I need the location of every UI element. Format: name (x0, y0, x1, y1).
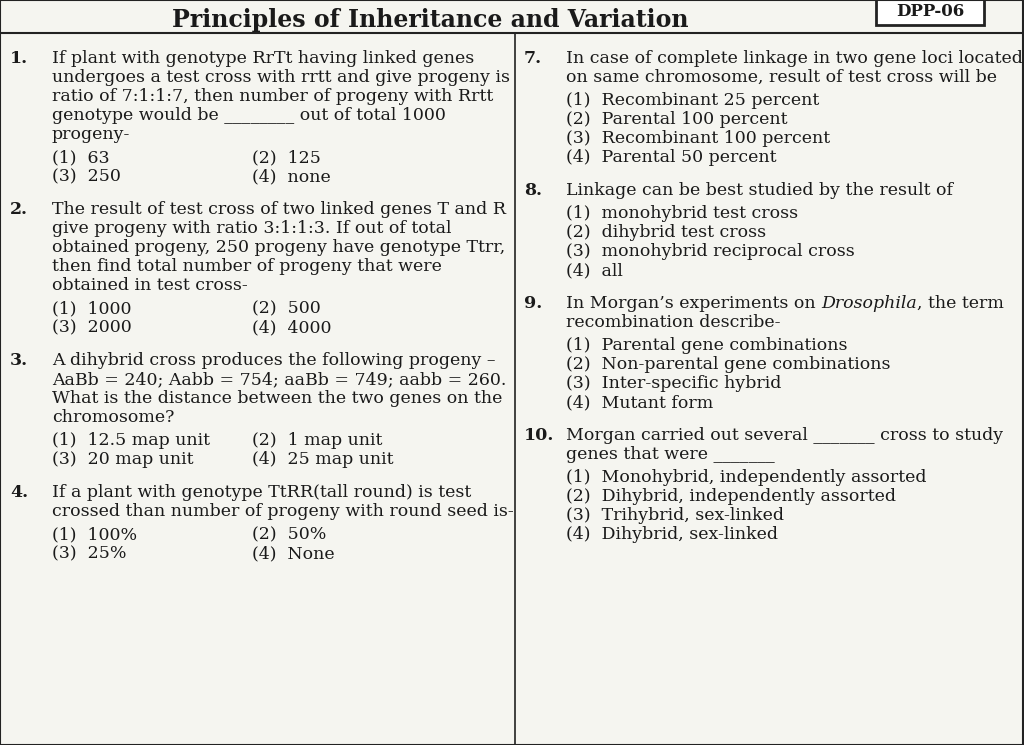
Text: (3)  25%: (3) 25% (52, 545, 127, 562)
Text: ratio of 7:1:1:7, then number of progeny with Rrtt: ratio of 7:1:1:7, then number of progeny… (52, 88, 494, 105)
Text: (1)  12.5 map unit: (1) 12.5 map unit (52, 432, 210, 449)
Text: (4)  Dihybrid, sex-linked: (4) Dihybrid, sex-linked (566, 526, 778, 543)
Text: give progeny with ratio 3:1:1:3. If out of total: give progeny with ratio 3:1:1:3. If out … (52, 220, 452, 237)
Text: (4)  25 map unit: (4) 25 map unit (252, 451, 393, 468)
Text: Drosophila: Drosophila (821, 295, 916, 312)
Text: In Morgan’s experiments on: In Morgan’s experiments on (566, 295, 821, 312)
Text: (3)  Recombinant 100 percent: (3) Recombinant 100 percent (566, 130, 830, 147)
Text: genotype would be ________ out of total 1000: genotype would be ________ out of total … (52, 107, 445, 124)
Text: What is the distance between the two genes on the: What is the distance between the two gen… (52, 390, 503, 407)
Text: If plant with genotype RrTt having linked genes: If plant with genotype RrTt having linke… (52, 50, 474, 67)
Text: (1)  Monohybrid, independently assorted: (1) Monohybrid, independently assorted (566, 469, 927, 486)
Text: (3)  monohybrid reciprocal cross: (3) monohybrid reciprocal cross (566, 243, 855, 260)
Text: (4)  Parental 50 percent: (4) Parental 50 percent (566, 149, 776, 166)
Text: 2.: 2. (10, 201, 28, 218)
Text: (2)  500: (2) 500 (252, 300, 321, 317)
Text: DPP-06: DPP-06 (896, 4, 965, 21)
Text: (2)  Non-parental gene combinations: (2) Non-parental gene combinations (566, 356, 891, 373)
Text: Morgan carried out several _______ cross to study: Morgan carried out several _______ cross… (566, 427, 1004, 444)
Text: undergoes a test cross with rrtt and give progeny is: undergoes a test cross with rrtt and giv… (52, 69, 510, 86)
Text: (3)  Trihybrid, sex-linked: (3) Trihybrid, sex-linked (566, 507, 784, 524)
Text: (1)  1000: (1) 1000 (52, 300, 131, 317)
Text: chromosome?: chromosome? (52, 409, 174, 426)
Text: (3)  Inter-specific hybrid: (3) Inter-specific hybrid (566, 375, 781, 392)
Text: The result of test cross of two linked genes T and R: The result of test cross of two linked g… (52, 201, 506, 218)
Text: (4)  all: (4) all (566, 262, 623, 279)
Text: (4)  none: (4) none (252, 168, 331, 185)
Text: If a plant with genotype TtRR(tall round) is test: If a plant with genotype TtRR(tall round… (52, 484, 471, 501)
Text: In case of complete linkage in two gene loci located: In case of complete linkage in two gene … (566, 50, 1023, 67)
Text: A dihybrid cross produces the following progeny –: A dihybrid cross produces the following … (52, 352, 496, 369)
Text: crossed than number of progeny with round seed is-: crossed than number of progeny with roun… (52, 503, 514, 520)
Text: 8.: 8. (524, 182, 542, 199)
Text: obtained progeny, 250 progeny have genotype Ttrr,: obtained progeny, 250 progeny have genot… (52, 239, 505, 256)
Text: (3)  250: (3) 250 (52, 168, 121, 185)
Text: Linkage can be best studied by the result of: Linkage can be best studied by the resul… (566, 182, 953, 199)
Text: 7.: 7. (524, 50, 542, 67)
Text: 10.: 10. (524, 427, 554, 444)
Text: (2)  Parental 100 percent: (2) Parental 100 percent (566, 111, 787, 128)
Text: on same chromosome, result of test cross will be: on same chromosome, result of test cross… (566, 69, 997, 86)
Text: (3)  2000: (3) 2000 (52, 319, 132, 336)
Text: progeny-: progeny- (52, 126, 130, 143)
Text: 4.: 4. (10, 484, 28, 501)
Text: (2)  125: (2) 125 (252, 149, 321, 166)
Text: (1)  Recombinant 25 percent: (1) Recombinant 25 percent (566, 92, 819, 109)
Text: then find total number of progeny that were: then find total number of progeny that w… (52, 258, 442, 275)
Text: (1)  63: (1) 63 (52, 149, 110, 166)
Text: obtained in test cross-: obtained in test cross- (52, 277, 248, 294)
FancyBboxPatch shape (876, 0, 984, 25)
Text: genes that were _______: genes that were _______ (566, 446, 775, 463)
Text: (2)  dihybrid test cross: (2) dihybrid test cross (566, 224, 766, 241)
Text: (2)  Dihybrid, independently assorted: (2) Dihybrid, independently assorted (566, 488, 896, 505)
Text: (2)  1 map unit: (2) 1 map unit (252, 432, 382, 449)
Text: (1)  100%: (1) 100% (52, 526, 137, 543)
Text: (1)  monohybrid test cross: (1) monohybrid test cross (566, 205, 798, 222)
Text: AaBb = 240; Aabb = 754; aaBb = 749; aabb = 260.: AaBb = 240; Aabb = 754; aaBb = 749; aabb… (52, 371, 507, 388)
Text: (2)  50%: (2) 50% (252, 526, 327, 543)
Text: 1.: 1. (10, 50, 28, 67)
Text: (3)  20 map unit: (3) 20 map unit (52, 451, 194, 468)
Text: (4)  4000: (4) 4000 (252, 319, 332, 336)
Text: (1)  Parental gene combinations: (1) Parental gene combinations (566, 337, 848, 354)
Text: (4)  None: (4) None (252, 545, 335, 562)
Text: 9.: 9. (524, 295, 543, 312)
Text: Principles of Inheritance and Variation: Principles of Inheritance and Variation (172, 8, 688, 32)
Text: 3.: 3. (10, 352, 28, 369)
Text: recombination describe-: recombination describe- (566, 314, 780, 331)
Text: , the term: , the term (916, 295, 1004, 312)
Text: (4)  Mutant form: (4) Mutant form (566, 394, 714, 411)
